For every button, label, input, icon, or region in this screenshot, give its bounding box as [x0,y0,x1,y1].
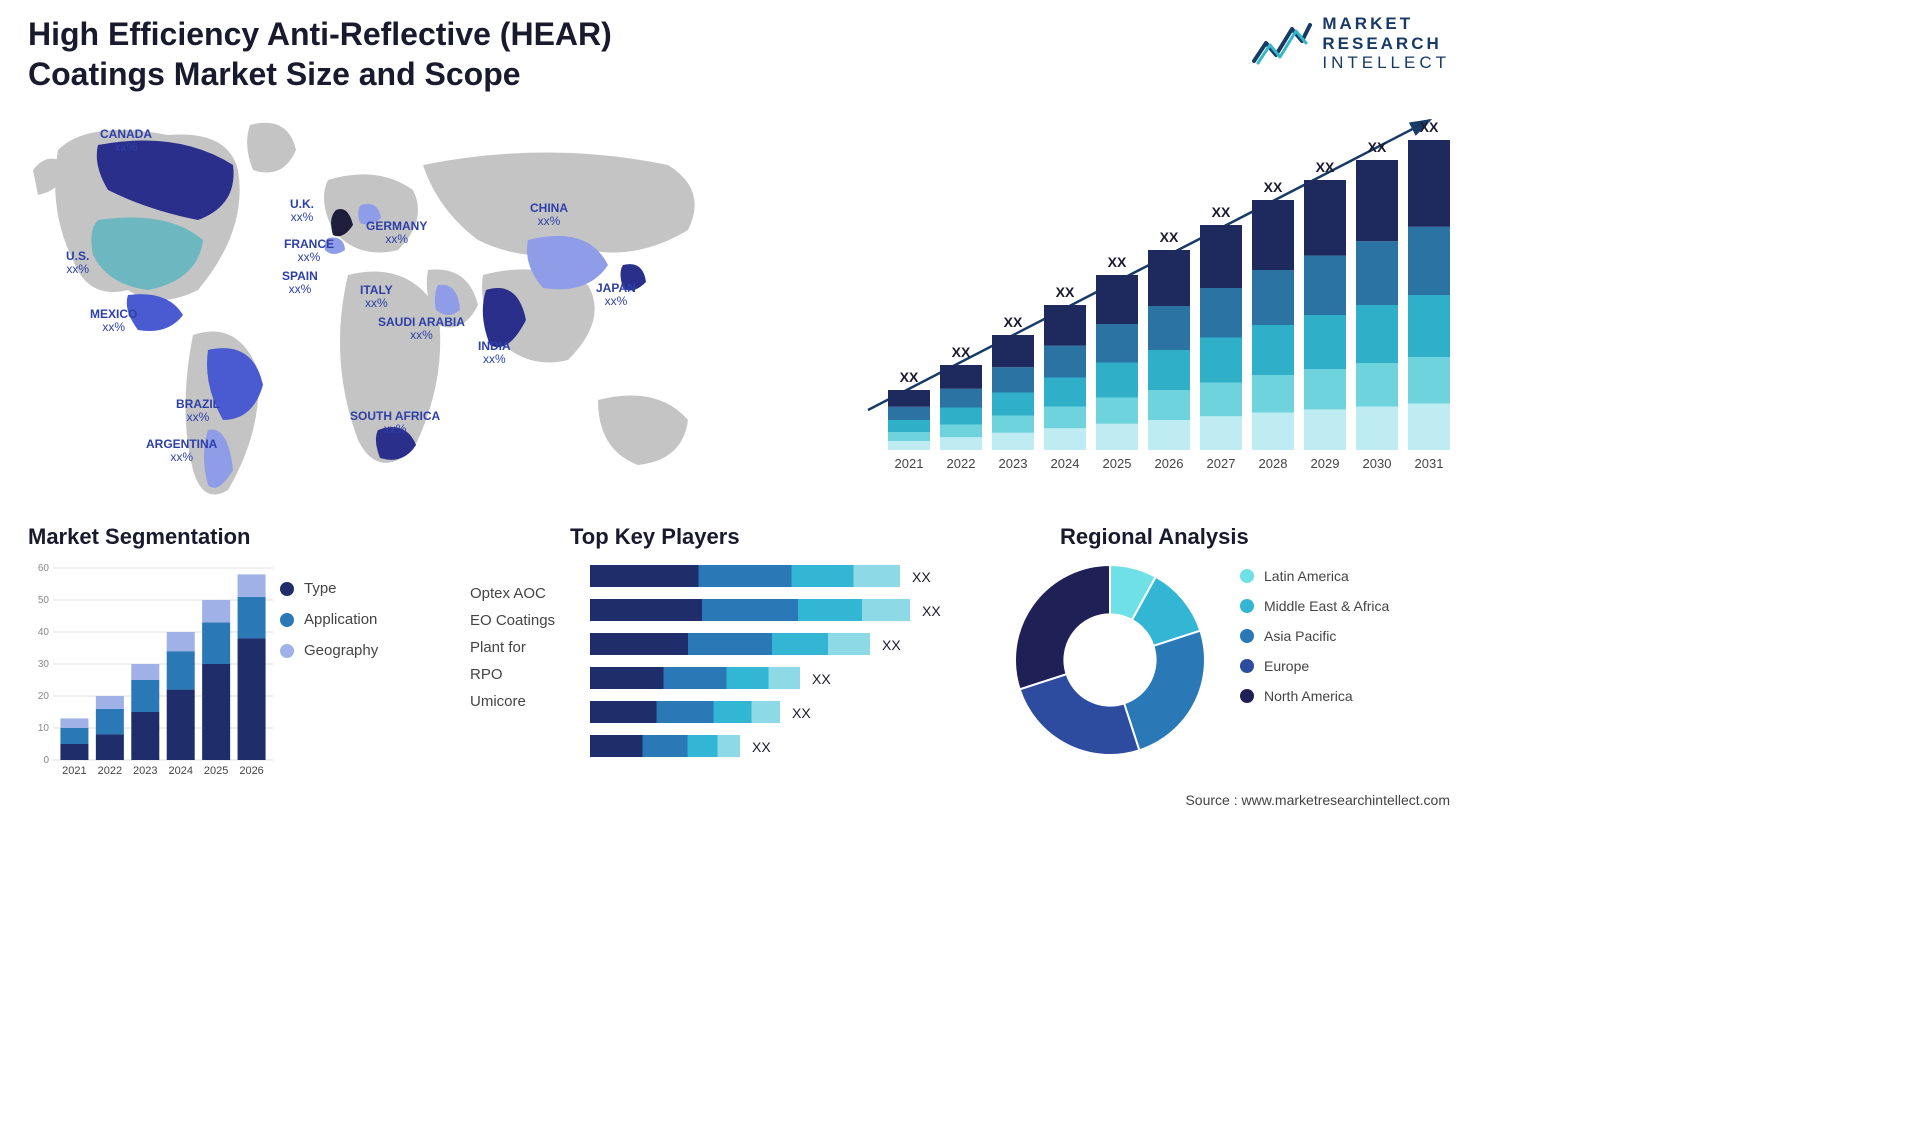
svg-text:XX: XX [882,637,901,653]
svg-text:2030: 2030 [1363,456,1392,471]
key-player-label: Optex AOC [470,580,580,607]
svg-text:10: 10 [38,723,50,734]
segmentation-legend-item: Type [280,580,378,597]
segmentation-legend: Type Application Geography [280,580,378,673]
svg-text:2026: 2026 [239,765,263,777]
svg-text:XX: XX [1004,314,1023,330]
map-label-china: CHINAxx% [530,202,568,227]
map-label-india: INDIAxx% [478,340,511,365]
regional-heading: Regional Analysis [1060,524,1249,550]
segmentation-legend-item: Application [280,611,378,628]
growth-chart: XX 2021 XX 2022 XX 2023 XX 2024 XX 2025 XX 2026 XX 20… [810,110,1450,480]
svg-text:XX: XX [1368,139,1387,155]
map-label-italy: ITALYxx% [360,284,393,309]
svg-text:2022: 2022 [947,456,976,471]
svg-text:2021: 2021 [895,456,924,471]
svg-text:2027: 2027 [1207,456,1236,471]
svg-text:XX: XX [1160,229,1179,245]
logo-icon [1252,19,1312,67]
svg-text:XX: XX [1420,119,1439,135]
svg-text:XX: XX [792,705,811,721]
svg-text:XX: XX [1264,179,1283,195]
svg-text:2021: 2021 [62,765,86,777]
map-label-south-africa: SOUTH AFRICAxx% [350,410,440,435]
regional-legend-item: Latin America [1240,568,1389,584]
regional-legend-item: Europe [1240,658,1389,674]
map-label-france: FRANCExx% [284,238,334,263]
key-players-chart: XX XX XX XX XX XX [570,555,990,785]
source-text: Source : www.marketresearchintellect.com [1185,792,1450,808]
segmentation-chart: 0 10 20 30 40 50 60 2021 2022 2023 2024 2025 2026 [28,560,448,780]
svg-text:XX: XX [912,569,931,585]
svg-text:XX: XX [1316,159,1335,175]
svg-text:XX: XX [900,369,919,385]
svg-text:2022: 2022 [98,765,122,777]
map-label-japan: JAPANxx% [596,282,636,307]
regional-donut [1005,555,1215,765]
svg-text:XX: XX [752,739,771,755]
svg-text:2024: 2024 [1051,456,1080,471]
world-map-panel: CANADAxx% U.S.xx% MEXICOxx% BRAZILxx% ARGENT… [28,110,728,510]
svg-text:2025: 2025 [1103,456,1132,471]
regional-legend: Latin America Middle East & Africa Asia Pa… [1240,568,1389,718]
map-label-spain: SPAINxx% [282,270,318,295]
svg-text:50: 50 [38,595,50,606]
key-player-label: RPO [470,661,580,688]
map-label-u-s-: U.S.xx% [66,250,89,275]
map-label-u-k-: U.K.xx% [290,198,314,223]
map-label-brazil: BRAZILxx% [176,398,220,423]
svg-text:XX: XX [812,671,831,687]
svg-text:2023: 2023 [133,765,157,777]
brand-logo: MARKET RESEARCH INTELLECT [1252,14,1450,73]
svg-text:40: 40 [38,627,50,638]
svg-text:30: 30 [38,659,50,670]
svg-text:2025: 2025 [204,765,228,777]
svg-text:2028: 2028 [1259,456,1288,471]
map-label-germany: GERMANYxx% [366,220,427,245]
svg-text:0: 0 [43,755,49,766]
key-players-labels: Optex AOCEO CoatingsPlant forRPOUmicore [470,580,580,715]
key-players-heading: Top Key Players [570,524,740,550]
svg-text:2023: 2023 [999,456,1028,471]
segmentation-legend-item: Geography [280,642,378,659]
logo-text: MARKET RESEARCH INTELLECT [1322,14,1450,73]
page-title: High Efficiency Anti-Reflective (HEAR) C… [28,14,748,94]
regional-legend-item: North America [1240,688,1389,704]
svg-text:20: 20 [38,691,50,702]
svg-text:XX: XX [1056,284,1075,300]
key-player-label: Plant for [470,634,580,661]
map-label-argentina: ARGENTINAxx% [146,438,217,463]
key-player-label: EO Coatings [470,607,580,634]
key-player-label: Umicore [470,688,580,715]
segmentation-heading: Market Segmentation [28,524,251,550]
regional-legend-item: Asia Pacific [1240,628,1389,644]
svg-text:2029: 2029 [1311,456,1340,471]
svg-text:XX: XX [952,344,971,360]
regional-legend-item: Middle East & Africa [1240,598,1389,614]
map-label-mexico: MEXICOxx% [90,308,137,333]
svg-text:2024: 2024 [168,765,192,777]
svg-text:2031: 2031 [1415,456,1444,471]
map-label-saudi-arabia: SAUDI ARABIAxx% [378,316,465,341]
svg-text:60: 60 [38,563,50,574]
svg-text:XX: XX [1108,254,1127,270]
map-label-canada: CANADAxx% [100,128,152,153]
svg-text:2026: 2026 [1155,456,1184,471]
svg-text:XX: XX [922,603,941,619]
svg-text:XX: XX [1212,204,1231,220]
